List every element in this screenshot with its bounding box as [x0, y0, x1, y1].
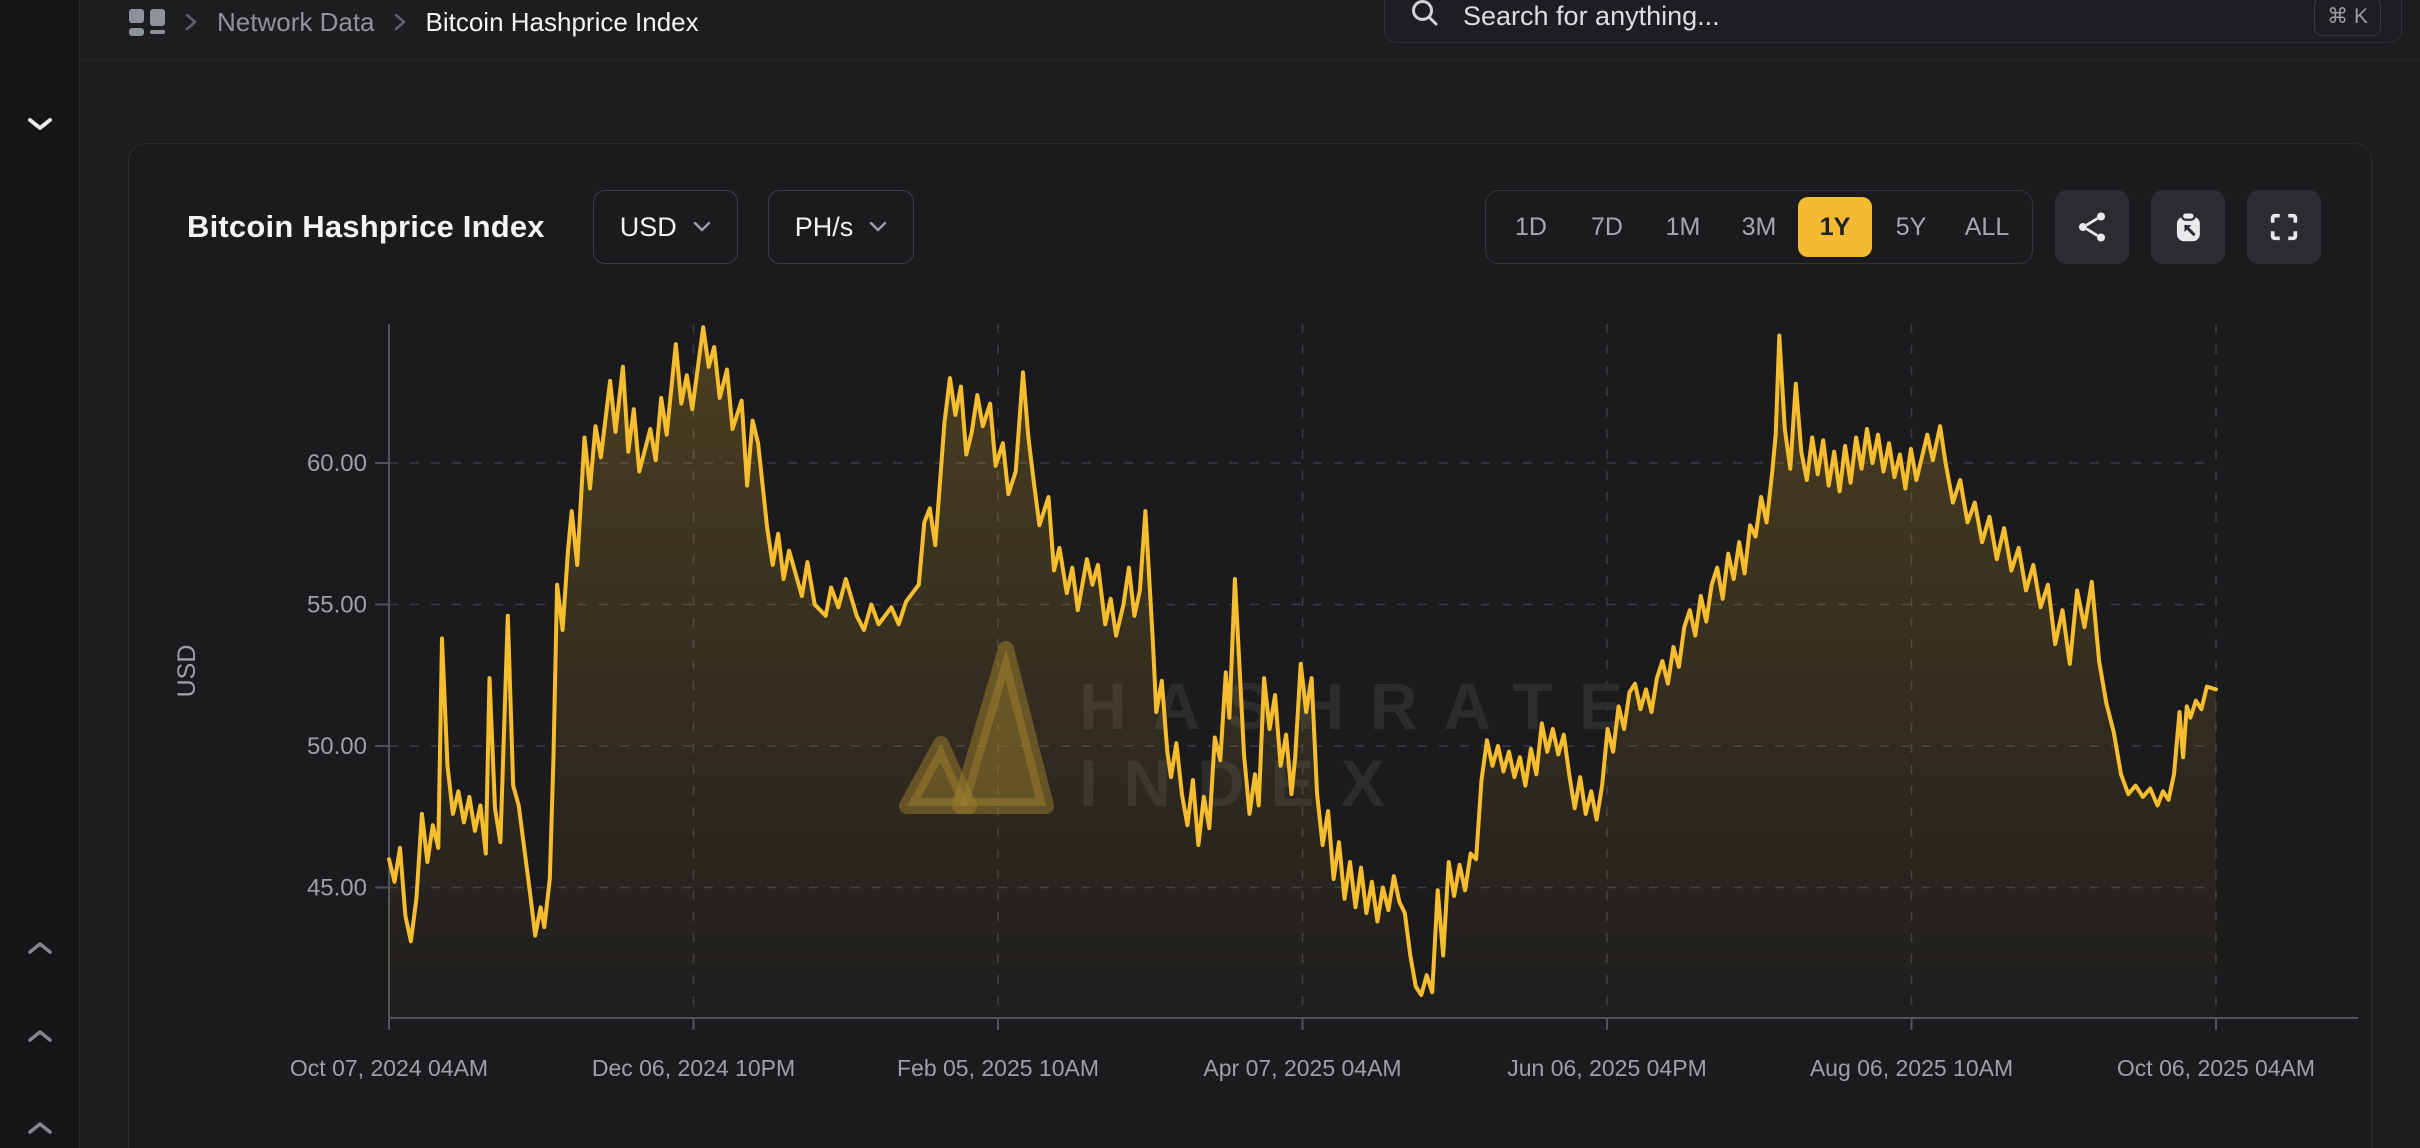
search-input[interactable]	[1463, 0, 2315, 34]
currency-dropdown[interactable]: USD	[592, 190, 738, 264]
sidebar-section-chevron-up-icon[interactable]	[22, 1116, 58, 1140]
hashprice-chart-card: 45.00 50.00 55.00 60.00 Oct 07, 2024 04AM Dec…	[128, 143, 2372, 1148]
range-button-7d[interactable]: 7D	[1570, 197, 1644, 257]
currency-dropdown-value: USD	[619, 211, 677, 242]
sidebar-section-chevron-up-icon[interactable]	[22, 1024, 58, 1048]
x-axis-label: Dec 06, 2024 10PM	[592, 1055, 795, 1081]
y-axis-title: USD	[173, 645, 201, 698]
search-icon	[1409, 0, 1441, 34]
range-button-1y[interactable]: 1Y	[1798, 197, 1872, 257]
share-button[interactable]	[2055, 190, 2129, 264]
sidebar-section-chevron-up-icon[interactable]	[22, 936, 58, 960]
x-axis-label: Aug 06, 2025 10AM	[1810, 1055, 2013, 1081]
x-axis-label: Jun 06, 2025 04PM	[1507, 1055, 1706, 1081]
top-header: Network Data Bitcoin Hashprice Index ⌘ K	[80, 0, 2420, 61]
hashprice-line-series[interactable]	[387, 325, 2218, 997]
fullscreen-icon	[2270, 213, 2298, 241]
x-axis-label: Oct 07, 2024 04AM	[290, 1055, 488, 1081]
chart-title: Bitcoin Hashprice Index	[187, 209, 545, 244]
copy-image-icon	[2176, 211, 2200, 242]
chart-card-header: Bitcoin Hashprice Index USD PH/s 1D 7D 1M 3…	[129, 144, 2371, 264]
chart-plot-area[interactable]: 45.00 50.00 55.00 60.00 Oct 07, 2024 04AM Dec…	[129, 144, 2373, 1148]
dashboard-grid-icon[interactable]	[129, 8, 166, 36]
range-button-all[interactable]: ALL	[1950, 197, 2024, 257]
x-axis-label: Oct 06, 2025 04AM	[2117, 1055, 2315, 1081]
global-search[interactable]: ⌘ K	[1384, 0, 2402, 43]
x-axis-label: Feb 05, 2025 10AM	[897, 1055, 1099, 1081]
range-button-1d[interactable]: 1D	[1494, 197, 1568, 257]
y-axis-label: 55.00	[307, 592, 367, 619]
breadcrumb-network-data[interactable]: Network Data	[217, 6, 375, 37]
search-shortcut-badge: ⌘ K	[2314, 0, 2381, 36]
breadcrumb-current-page: Bitcoin Hashprice Index	[425, 6, 699, 37]
range-button-3m[interactable]: 3M	[1722, 197, 1796, 257]
y-axis-label: 45.00	[307, 875, 367, 902]
y-axis-label: 50.00	[307, 733, 367, 760]
range-button-1m[interactable]: 1M	[1646, 197, 1720, 257]
x-axis-label: Apr 07, 2025 04AM	[1203, 1055, 1401, 1081]
watermark-text-line1: HASHRATE	[1079, 669, 1649, 743]
y-axis-label: 60.00	[307, 450, 367, 477]
left-sidebar	[0, 0, 80, 1148]
unit-dropdown[interactable]: PH/s	[767, 190, 915, 264]
chevron-down-icon	[870, 221, 887, 232]
breadcrumb-chevron-icon	[393, 9, 408, 35]
copy-image-button[interactable]	[2151, 190, 2225, 264]
breadcrumb: Network Data Bitcoin Hashprice Index	[129, 0, 699, 44]
fullscreen-button[interactable]	[2247, 190, 2321, 264]
chevron-down-icon	[693, 221, 710, 232]
breadcrumb-chevron-icon	[184, 9, 199, 35]
unit-dropdown-value: PH/s	[794, 211, 854, 242]
share-icon	[2078, 212, 2106, 242]
range-button-5y[interactable]: 5Y	[1874, 197, 1948, 257]
hashprice-area-fill	[389, 327, 2216, 1018]
time-range-selector: 1D 7D 1M 3M 1Y 5Y ALL	[1485, 190, 2033, 264]
sidebar-collapse-chevron-down-icon[interactable]	[22, 112, 58, 136]
